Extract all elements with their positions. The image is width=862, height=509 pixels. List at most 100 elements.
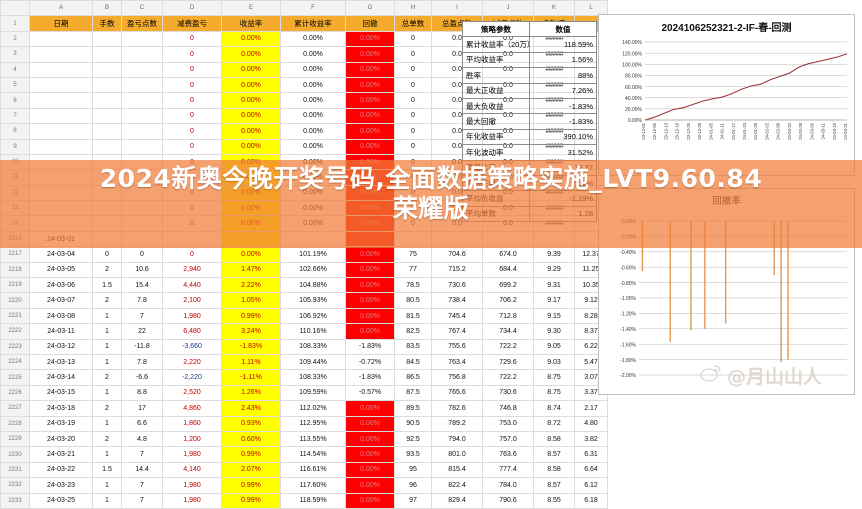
stats-row[interactable]: 年化收益率 390.10% [462, 128, 597, 146]
table-cell[interactable]: 112.02% [280, 400, 346, 417]
stats-row[interactable]: 最大负收益 -1.83% [462, 97, 597, 115]
table-cell[interactable]: 0.00% [221, 246, 281, 263]
table-cell[interactable]: 15.4 [121, 277, 163, 294]
table-cell[interactable]: 0.00% [345, 107, 395, 125]
table-cell[interactable]: 24-03-08 [29, 307, 93, 325]
table-cell[interactable]: 2.22% [221, 277, 281, 294]
table-cell[interactable]: 0.99% [221, 446, 281, 463]
table-row[interactable]: 2224 24-03-13 1 7.8 2,220 1.11% 109.44% -0.72% 8… [0, 353, 608, 371]
table-cell[interactable]: 1,860 [162, 415, 222, 432]
table-cell[interactable]: 2,100 [162, 292, 222, 309]
table-cell[interactable]: 81.5 [394, 307, 432, 325]
table-cell[interactable]: 86.5 [394, 369, 432, 386]
table-cell[interactable] [92, 92, 122, 109]
table-cell[interactable]: -1.83% [221, 338, 281, 355]
row-number[interactable]: 2 [0, 30, 30, 48]
table-cell[interactable]: -6.6 [121, 369, 163, 386]
table-cell[interactable]: 738.4 [431, 292, 483, 309]
table-cell[interactable]: 108.33% [280, 338, 346, 355]
table-cell[interactable]: 105.93% [280, 292, 346, 309]
table-cell[interactable]: 0 [394, 138, 432, 155]
table-cell[interactable]: 6,480 [162, 323, 222, 340]
table-cell[interactable]: 0.00% [280, 107, 346, 125]
table-cell[interactable]: 101.19% [280, 246, 346, 263]
table-cell[interactable]: 0.00% [280, 61, 346, 78]
table-cell[interactable]: 790.6 [482, 492, 534, 509]
table-cell[interactable]: -0.57% [345, 384, 395, 402]
table-cell[interactable]: 117.60% [280, 477, 346, 494]
table-cell[interactable]: 24-03-18 [29, 400, 93, 417]
table-cell[interactable]: 765.6 [431, 384, 483, 402]
table-cell[interactable]: 8.58 [533, 430, 575, 448]
table-cell[interactable]: 0 [394, 92, 432, 109]
table-cell[interactable]: 7 [121, 477, 163, 494]
table-cell[interactable]: 4,140 [162, 461, 222, 479]
table-cell[interactable] [92, 30, 122, 48]
table-row[interactable]: 2233 24-03-25 1 7 1,980 0.99% 118.59% 0.00% 97 82… [0, 492, 608, 509]
table-cell[interactable]: 80.5 [394, 292, 432, 309]
table-row[interactable]: 9 0 0.00% 0.00% 0.00% 0 0.0 0.0 ###### [0, 138, 608, 155]
table-cell[interactable] [29, 107, 93, 125]
table-cell[interactable]: 0 [162, 138, 222, 155]
row-number[interactable]: 2225 [0, 369, 30, 386]
table-cell[interactable]: 7.8 [121, 353, 163, 371]
table-cell[interactable]: 108.33% [280, 369, 346, 386]
table-cell[interactable]: 0.00% [221, 123, 281, 140]
table-cell[interactable]: 6.31 [574, 446, 608, 463]
table-cell[interactable]: 794.0 [431, 430, 483, 448]
column-header-g[interactable]: G [345, 0, 395, 17]
table-cell[interactable]: 0 [162, 123, 222, 140]
table-cell[interactable]: 3.24% [221, 323, 281, 340]
table-cell[interactable]: 0.00% [345, 61, 395, 78]
table-cell[interactable]: 712.8 [482, 307, 534, 325]
table-cell[interactable]: 2,220 [162, 353, 222, 371]
table-cell[interactable]: 746.8 [482, 400, 534, 417]
table-cell[interactable]: 0.00% [345, 46, 395, 63]
table-cell[interactable]: 0.99% [221, 492, 281, 509]
table-cell[interactable]: 722.2 [482, 369, 534, 386]
table-cell[interactable]: 96 [394, 477, 432, 494]
row-number[interactable]: 2230 [0, 446, 30, 463]
row-number[interactable]: 6 [0, 92, 30, 109]
table-cell[interactable] [92, 138, 122, 155]
header-cell[interactable]: 盈亏点数 [121, 15, 163, 32]
table-cell[interactable]: 2 [92, 261, 122, 279]
table-cell[interactable]: 82.5 [394, 323, 432, 340]
header-cell[interactable]: 回撤 [345, 15, 395, 32]
table-cell[interactable]: 118.59% [280, 492, 346, 509]
table-cell[interactable]: 1.26% [221, 384, 281, 402]
table-cell[interactable]: 755.6 [431, 338, 483, 355]
table-cell[interactable]: 8.75 [533, 369, 575, 386]
table-cell[interactable]: 2.43% [221, 400, 281, 417]
table-cell[interactable] [121, 76, 163, 94]
table-cell[interactable]: 784.0 [482, 477, 534, 494]
table-cell[interactable]: 10.6 [121, 261, 163, 279]
row-number[interactable]: 2232 [0, 477, 30, 494]
table-cell[interactable]: 1 [92, 307, 122, 325]
table-cell[interactable]: 745.4 [431, 307, 483, 325]
table-cell[interactable]: 0.00% [221, 46, 281, 63]
table-cell[interactable]: 24-03-23 [29, 477, 93, 494]
table-cell[interactable]: 6.12 [574, 477, 608, 494]
table-cell[interactable]: 1 [92, 415, 122, 432]
table-cell[interactable]: -1.83% [345, 338, 395, 355]
table-row[interactable]: 2217 24-03-04 0 0 0 0.00% 101.19% 0.00% 75 704.6 6… [0, 246, 608, 263]
table-cell[interactable]: 0.60% [221, 430, 281, 448]
table-cell[interactable]: 116.61% [280, 461, 346, 479]
table-cell[interactable]: 2 [92, 292, 122, 309]
table-cell[interactable]: 9.03 [533, 353, 575, 371]
table-cell[interactable]: 4.8 [121, 430, 163, 448]
table-row[interactable]: 2230 24-03-21 1 7 1,980 0.99% 114.54% 0.00% 93.5… [0, 446, 608, 463]
table-cell[interactable]: 24-03-13 [29, 353, 93, 371]
table-row[interactable]: 2232 24-03-23 1 7 1,980 0.99% 117.60% 0.00% 96 82… [0, 477, 608, 494]
table-cell[interactable]: 2 [92, 430, 122, 448]
table-cell[interactable]: 0.00% [221, 92, 281, 109]
table-row[interactable]: 2218 24-03-05 2 10.6 2,940 1.47% 102.66% 0.00% 7… [0, 261, 608, 279]
row-number[interactable]: 2228 [0, 415, 30, 432]
table-cell[interactable] [92, 123, 122, 140]
header-cell[interactable]: 手数 [92, 15, 122, 32]
header-cell[interactable]: 减费盈亏 [162, 15, 222, 32]
table-cell[interactable]: 1.47% [221, 261, 281, 279]
table-row[interactable]: 2223 24-03-12 1 -11.8 -3,660 -1.83% 108.33% -1.… [0, 338, 608, 355]
table-cell[interactable]: 17 [121, 400, 163, 417]
